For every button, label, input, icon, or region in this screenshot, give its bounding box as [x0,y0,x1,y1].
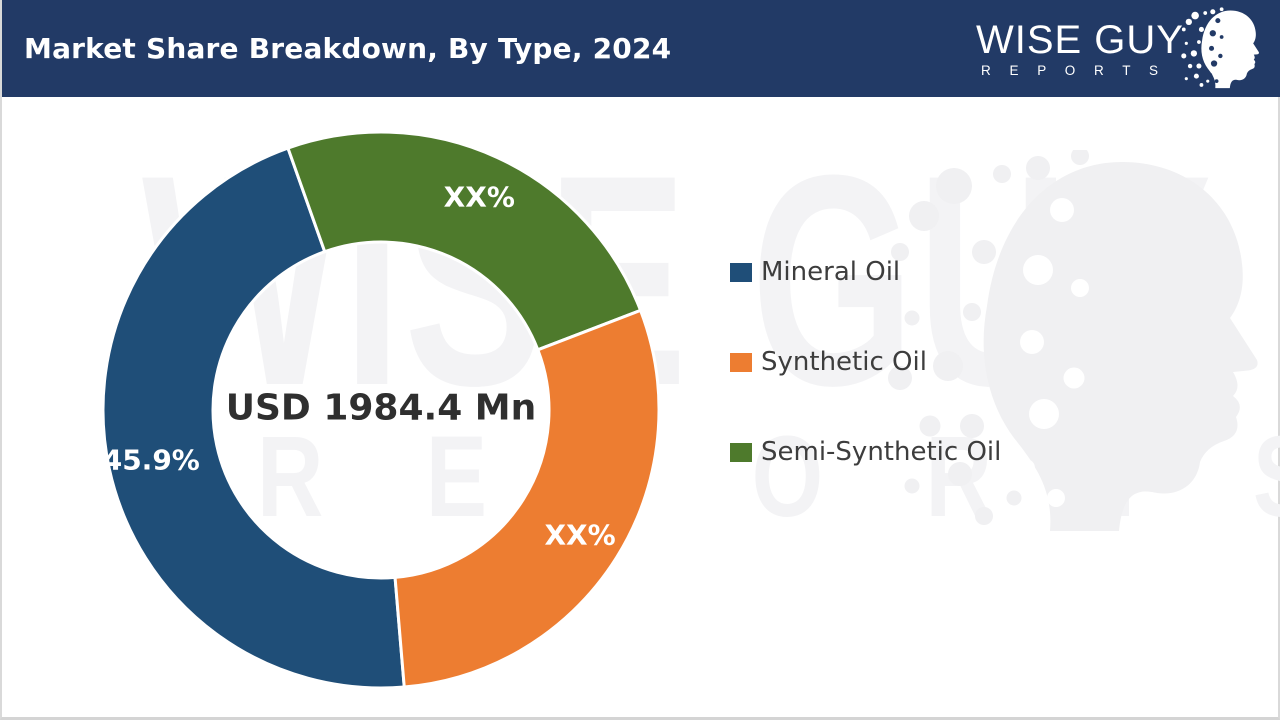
slice-label: XX% [444,180,515,213]
donut-slice-semi-synthetic-oil [286,130,643,352]
legend-label: Synthetic Oil [761,347,927,377]
donut-slice-synthetic-oil [393,308,661,689]
page-title: Market Share Breakdown, By Type, 2024 [24,32,672,65]
slice-label: XX% [544,519,615,552]
legend-label: Mineral Oil [761,257,901,287]
slice-label: 45.9% [103,443,200,476]
brand-face-icon [1181,6,1259,88]
legend-item: Synthetic Oil [730,347,1001,377]
brand-logo-subtitle: R E P O R T S [980,62,1166,78]
brand-logo-name: WISE GUY [975,17,1184,62]
legend-label: Semi-Synthetic Oil [761,437,1002,467]
donut-center-value: USD 1984.4 Mn [225,387,537,429]
header: Market Share Breakdown, By Type, 2024 WI… [2,0,1280,97]
legend-swatch [730,442,752,462]
legend-swatch [730,352,752,372]
legend-swatch [730,262,752,282]
watermark-text-wiseguy: WISE GUY [142,112,1215,448]
chart-legend: Mineral Oil Synthetic Oil Semi-Synthetic O… [730,257,1001,467]
legend-item: Mineral Oil [730,257,1001,287]
legend-item: Semi-Synthetic Oil [730,437,1001,467]
brand-logo: WISE GUY R E P O R T S [975,6,1262,91]
